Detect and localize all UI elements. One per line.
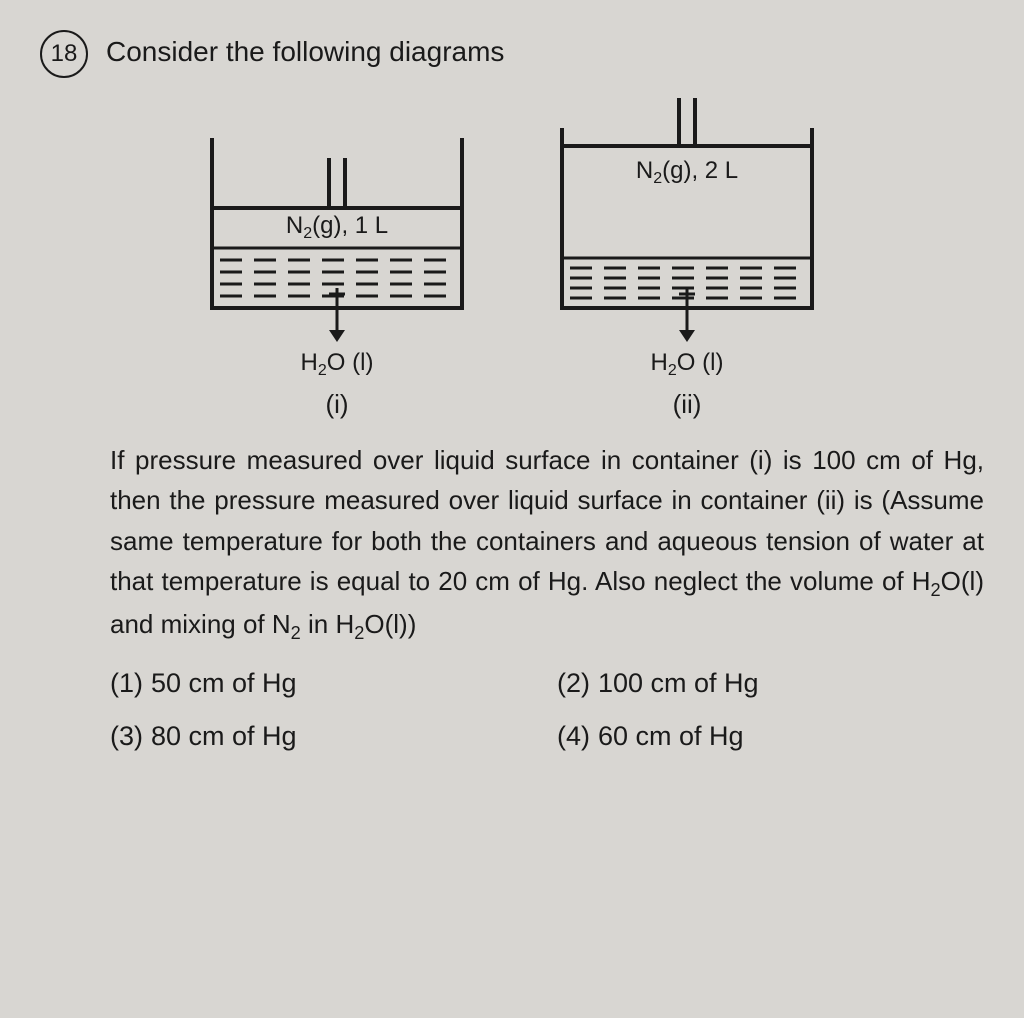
option-4: (4) 60 cm of Hg	[557, 721, 984, 752]
diagrams-row: N2(g), 1 L H2O (l) (i) N2(g), 2 L H2O (l) …	[40, 98, 984, 420]
diagram-ii-caption: (ii)	[542, 389, 832, 420]
diagram-i: N2(g), 1 L H2O (l) (i)	[192, 98, 482, 420]
question-header: 18 Consider the following diagrams	[40, 30, 984, 78]
option-3: (3) 80 cm of Hg	[110, 721, 537, 752]
svg-text:N2(g), 2 L: N2(g), 2 L	[636, 157, 738, 187]
diagram-i-caption: (i)	[192, 389, 482, 420]
svg-text:H2O (l): H2O (l)	[651, 349, 724, 378]
option-text: 60 cm of Hg	[598, 721, 744, 752]
option-num: (1)	[110, 668, 143, 699]
option-1: (1) 50 cm of Hg	[110, 668, 537, 699]
question-body: If pressure measured over liquid surface…	[110, 440, 984, 648]
option-text: 80 cm of Hg	[151, 721, 297, 752]
option-2: (2) 100 cm of Hg	[557, 668, 984, 699]
svg-text:N2(g), 1 L: N2(g), 1 L	[286, 212, 388, 242]
option-num: (4)	[557, 721, 590, 752]
option-text: 50 cm of Hg	[151, 668, 297, 699]
diagram-ii-svg: N2(g), 2 L H2O (l)	[542, 98, 832, 378]
option-num: (2)	[557, 668, 590, 699]
question-number: 18	[51, 40, 78, 68]
question-number-circle: 18	[40, 30, 88, 78]
option-num: (3)	[110, 721, 143, 752]
option-text: 100 cm of Hg	[598, 668, 759, 699]
options-grid: (1) 50 cm of Hg (2) 100 cm of Hg (3) 80 …	[110, 668, 984, 752]
svg-text:H2O (l): H2O (l)	[301, 349, 374, 378]
diagram-ii: N2(g), 2 L H2O (l) (ii)	[542, 98, 832, 420]
diagram-i-svg: N2(g), 1 L H2O (l)	[192, 98, 482, 378]
question-prompt: Consider the following diagrams	[106, 36, 504, 68]
